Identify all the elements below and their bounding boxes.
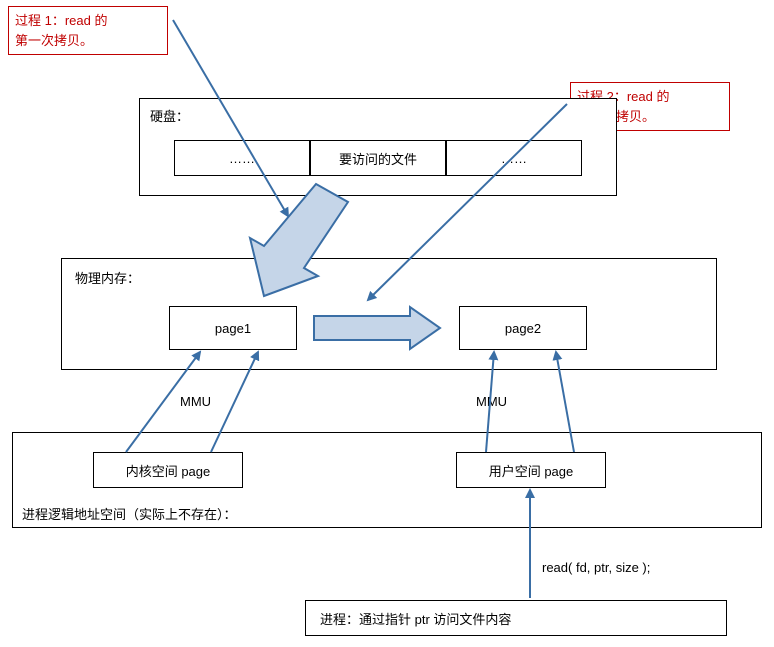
disk-cell-mid-label: 要访问的文件 <box>339 149 417 168</box>
page2-label: page2 <box>505 321 541 336</box>
logical-space-title: 进程逻辑地址空间（实际上不存在）： <box>22 504 237 523</box>
kernel-page-box: 内核空间 page <box>93 452 243 488</box>
disk-cell-right: …… <box>446 140 582 176</box>
page1-box: page1 <box>169 306 297 350</box>
user-page-box: 用户空间 page <box>456 452 606 488</box>
disk-title: 硬盘： <box>150 106 189 125</box>
mmu-left-label: MMU <box>180 394 211 409</box>
disk-cell-mid: 要访问的文件 <box>310 140 446 176</box>
disk-cell-left-label: …… <box>229 151 255 166</box>
memory-title: 物理内存： <box>75 268 140 287</box>
user-page-label: 用户空间 page <box>489 461 574 480</box>
callout-step1-line2: 第一次拷贝。 <box>15 33 93 48</box>
callout-step1-line1: 过程 1：read 的 <box>15 13 107 28</box>
callout-step1: 过程 1：read 的 第一次拷贝。 <box>8 6 168 55</box>
process-box: 进程：通过指针 ptr 访问文件内容 <box>305 600 727 636</box>
read-call-label: read( fd, ptr, size ); <box>542 560 650 575</box>
mmu-right-label: MMU <box>476 394 507 409</box>
memory-box <box>61 258 717 370</box>
kernel-page-label: 内核空间 page <box>126 461 211 480</box>
page2-box: page2 <box>459 306 587 350</box>
page1-label: page1 <box>215 321 251 336</box>
disk-cell-right-label: …… <box>501 151 527 166</box>
disk-cell-left: …… <box>174 140 310 176</box>
process-label: 进程：通过指针 ptr 访问文件内容 <box>320 609 511 628</box>
